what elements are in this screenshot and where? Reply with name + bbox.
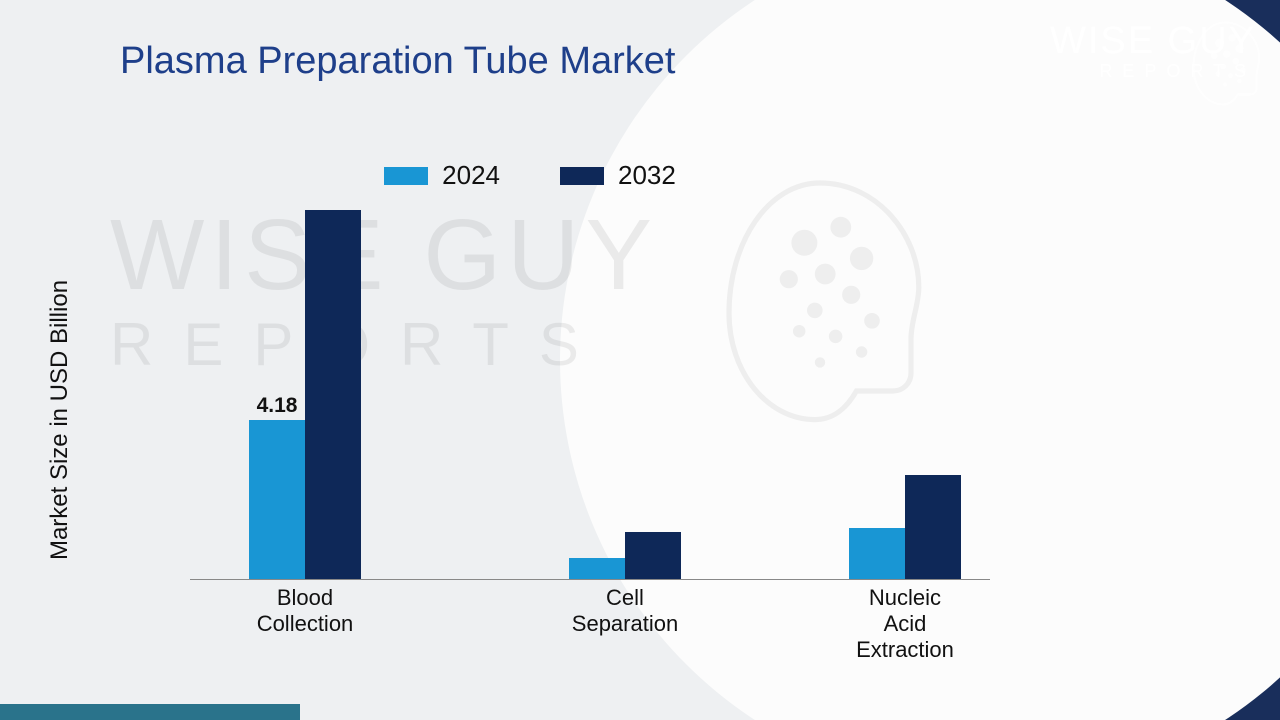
legend-label: 2024 — [442, 160, 500, 191]
bar-2024: 4.18 — [249, 420, 305, 579]
bar-2032 — [305, 210, 361, 579]
legend-item-2024: 2024 — [384, 160, 500, 191]
bar-value-label: 4.18 — [257, 394, 298, 418]
legend-item-2032: 2032 — [560, 160, 676, 191]
bar-group: 4.18BloodCollection — [220, 210, 390, 579]
bar-2032 — [625, 532, 681, 580]
legend-label: 2032 — [618, 160, 676, 191]
bar-group: NucleicAcidExtraction — [820, 475, 990, 580]
bar-2032 — [905, 475, 961, 580]
brand-line1: WISE GUY — [1050, 22, 1256, 60]
legend-swatch — [384, 167, 428, 185]
brand-logo: WISE GUY REPORTS — [1050, 22, 1256, 80]
bar-chart: Market Size in USD Billion 20242032 4.18… — [70, 160, 990, 680]
stage: WISE GUY REPORTS Plasma Preparation Tube… — [0, 0, 1280, 720]
bottom-strip — [0, 704, 300, 720]
bar-group: CellSeparation — [540, 532, 710, 580]
brand-line2: REPORTS — [1050, 62, 1256, 80]
y-axis-label: Market Size in USD Billion — [46, 280, 74, 560]
legend-swatch — [560, 167, 604, 185]
legend: 2024 2032 — [70, 160, 990, 191]
bar-2024 — [569, 558, 625, 579]
category-label: NucleicAcidExtraction — [815, 579, 995, 663]
page-title: Plasma Preparation Tube Market — [120, 40, 676, 83]
category-label: BloodCollection — [215, 579, 395, 637]
plot-area: 4.18BloodCollection CellSeparation Nucleic… — [190, 200, 990, 580]
bar-2024 — [849, 528, 905, 579]
category-label: CellSeparation — [535, 579, 715, 637]
